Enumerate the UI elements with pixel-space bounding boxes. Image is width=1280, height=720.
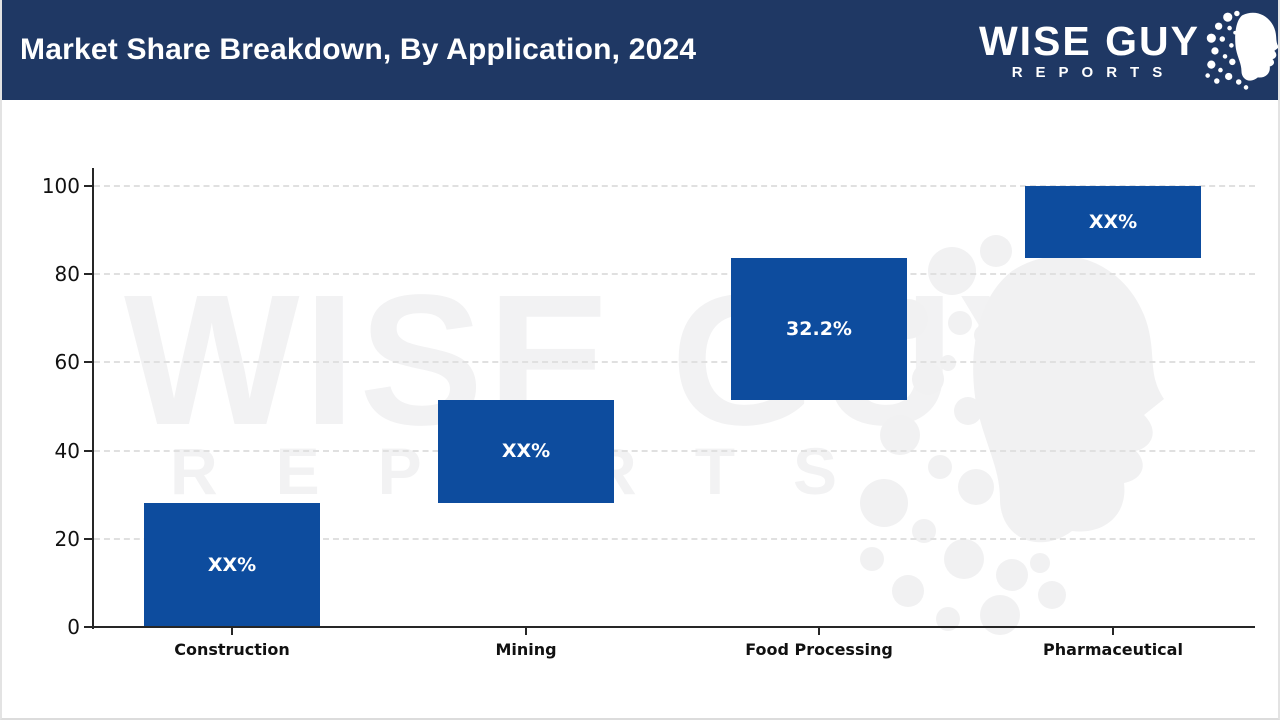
y-tick bbox=[84, 361, 92, 364]
watermark-face-icon bbox=[856, 235, 1164, 635]
y-tick bbox=[84, 273, 92, 276]
logo-line1: WISE GUY bbox=[978, 17, 1200, 64]
y-tick bbox=[84, 537, 92, 540]
bar-value-label: XX% bbox=[207, 554, 257, 577]
x-tick-label: Mining bbox=[495, 640, 557, 659]
bar-mining: XX% bbox=[438, 399, 614, 504]
y-tick-label: 0 bbox=[67, 615, 80, 639]
x-tick-label: Construction bbox=[174, 640, 290, 659]
gridline bbox=[94, 449, 1255, 452]
y-tick-label: 60 bbox=[54, 350, 80, 375]
logo-line2: REPORTS bbox=[1011, 63, 1176, 81]
bar-value-label: XX% bbox=[1088, 210, 1138, 233]
header: Market Share Breakdown, By Application, … bbox=[2, 0, 1278, 100]
bar-pharmaceutical: XX% bbox=[1025, 186, 1201, 258]
y-tick bbox=[84, 626, 92, 628]
y-tick bbox=[84, 185, 92, 187]
wiseguy-logo: WISE GUY REPORTS bbox=[979, 8, 1278, 92]
y-tick-label: 80 bbox=[54, 262, 80, 287]
gridline bbox=[94, 537, 1255, 540]
y-tick bbox=[84, 449, 92, 452]
x-tick bbox=[818, 628, 820, 635]
bar-construction: XX% bbox=[144, 503, 320, 627]
x-tick bbox=[525, 628, 527, 635]
y-tick-label: 40 bbox=[54, 438, 80, 463]
x-tick-label: Food Processing bbox=[745, 640, 893, 659]
gridline bbox=[94, 185, 1255, 187]
logo-face-icon bbox=[1205, 10, 1278, 90]
x-tick bbox=[231, 628, 233, 635]
y-tick-label: 100 bbox=[41, 174, 80, 198]
gridline bbox=[94, 273, 1255, 276]
y-tick-label: 20 bbox=[54, 526, 80, 551]
bar-value-label: 32.2% bbox=[786, 317, 852, 340]
gridline bbox=[94, 361, 1255, 364]
x-tick bbox=[1112, 628, 1114, 635]
x-tick-label: Pharmaceutical bbox=[1043, 640, 1183, 659]
x-axis-line bbox=[91, 626, 1255, 628]
bar-food-processing: 32.2% bbox=[731, 257, 907, 400]
y-axis-line bbox=[92, 168, 94, 629]
bar-value-label: XX% bbox=[501, 440, 551, 463]
page-title: Market Share Breakdown, By Application, … bbox=[20, 33, 697, 66]
logo-wordmark: WISE GUY REPORTS bbox=[979, 19, 1200, 82]
